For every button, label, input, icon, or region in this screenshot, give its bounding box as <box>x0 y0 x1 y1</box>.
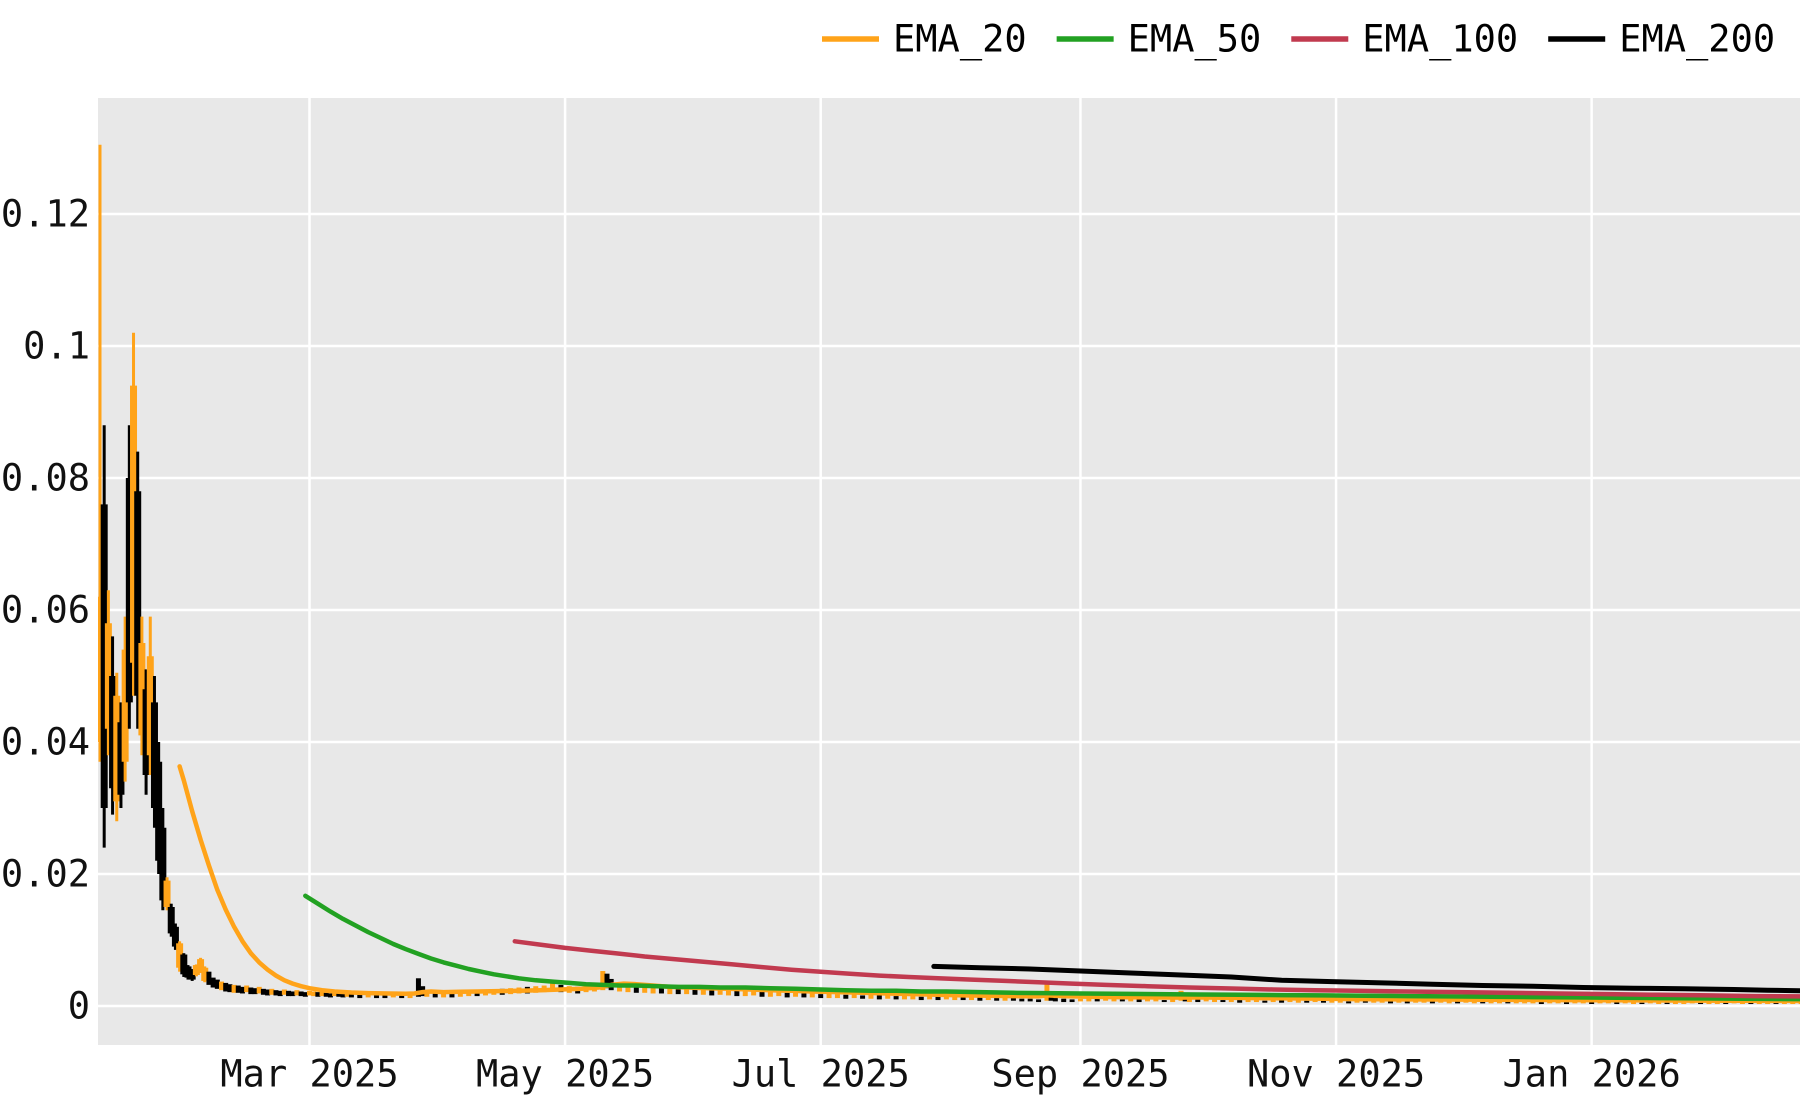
gridlines <box>98 98 1800 1045</box>
ema-lines <box>177 764 1800 1004</box>
ema-line-ema_50 <box>303 893 1800 1002</box>
legend: EMA_20 EMA_50 EMA_100 EMA_200 <box>822 18 1775 62</box>
x-tick-label: Nov 2025 <box>1247 1053 1425 1096</box>
x-axis-tick-labels: Mar 2025 May 2025 Jul 2025 Sep 2025 Nov 2025… <box>220 1053 1680 1096</box>
y-tick-label: 0.06 <box>1 589 90 632</box>
y-tick-label: 0.08 <box>1 457 90 500</box>
ema-line-ema_200 <box>931 963 1800 994</box>
y-tick-label: 0.02 <box>1 853 90 896</box>
legend-label-ema_100: EMA_100 <box>1362 18 1518 62</box>
x-tick-label: Mar 2025 <box>220 1053 398 1096</box>
y-axis-tick-labels: 0 0.02 0.04 0.06 0.08 0.1 0.12 <box>1 193 90 1028</box>
y-tick-label: 0.12 <box>1 193 90 236</box>
ema-line-ema_100 <box>512 939 1800 999</box>
x-tick-label: May 2025 <box>476 1053 654 1096</box>
x-tick-label: Jan 2026 <box>1503 1053 1681 1096</box>
legend-label-ema_200: EMA_200 <box>1619 18 1775 62</box>
legend-label-ema_50: EMA_50 <box>1128 18 1262 62</box>
y-tick-label: 0 <box>68 985 90 1028</box>
y-tick-label: 0.04 <box>1 721 90 764</box>
x-tick-label: Jul 2025 <box>732 1053 910 1096</box>
x-tick-label: Sep 2025 <box>991 1053 1169 1096</box>
legend-label-ema_20: EMA_20 <box>893 18 1027 62</box>
y-tick-label: 0.1 <box>23 325 90 368</box>
plot-background <box>98 98 1800 1045</box>
